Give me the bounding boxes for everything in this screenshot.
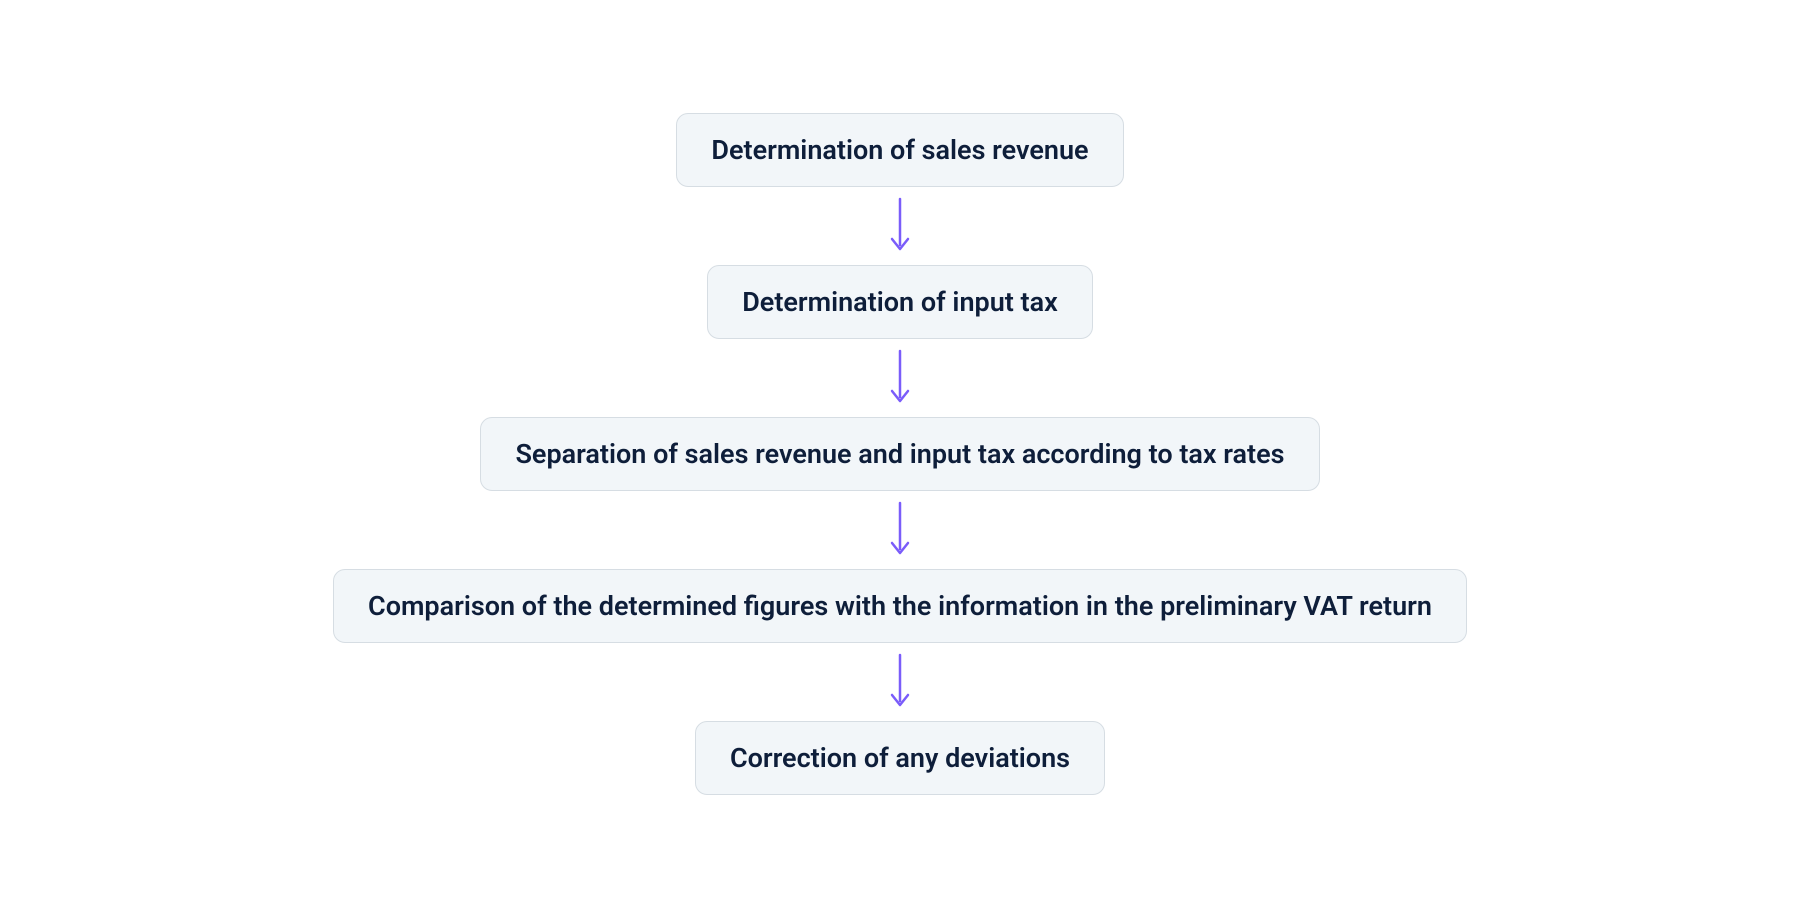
arrow-down-icon [888, 653, 912, 711]
flow-node-5: Correction of any deviations [695, 721, 1105, 795]
flowchart-container: Determination of sales revenue Determina… [333, 113, 1467, 795]
flow-node-4: Comparison of the determined figures wit… [333, 569, 1467, 643]
arrow-down-icon [888, 501, 912, 559]
flow-arrow-3 [888, 491, 912, 569]
flow-arrow-4 [888, 643, 912, 721]
flow-node-2: Determination of input tax [707, 265, 1093, 339]
arrow-down-icon [888, 197, 912, 255]
arrow-down-icon [888, 349, 912, 407]
flow-node-1: Determination of sales revenue [676, 113, 1123, 187]
flow-arrow-1 [888, 187, 912, 265]
flow-arrow-2 [888, 339, 912, 417]
flow-node-3: Separation of sales revenue and input ta… [480, 417, 1319, 491]
